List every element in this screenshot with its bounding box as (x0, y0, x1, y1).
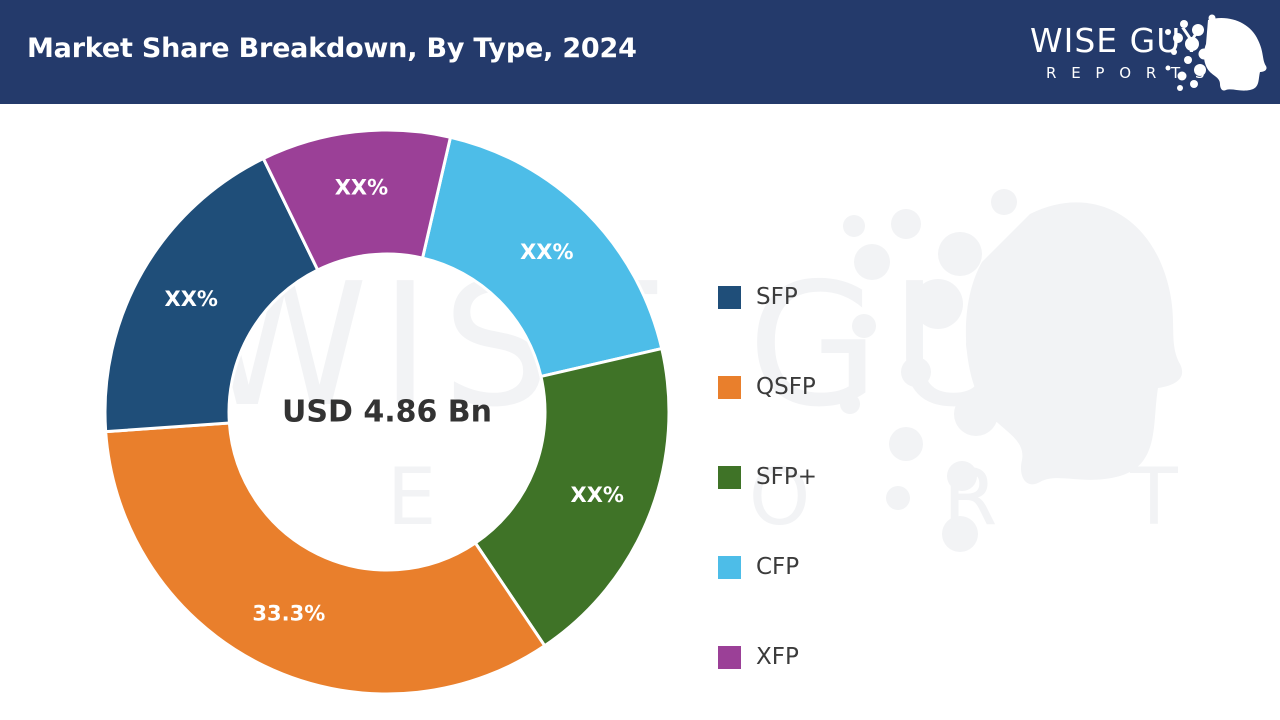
head-dots-icon (1165, 14, 1267, 91)
legend-label: CFP (756, 553, 800, 580)
donut-center-label: USD 4.86 Bn (282, 395, 492, 430)
slice-label-cfp: XX% (520, 240, 573, 264)
donut-slice-qsfp[interactable] (104, 421, 547, 696)
legend-swatch-icon (718, 465, 741, 489)
page-title: Market Share Breakdown, By Type, 2024 (27, 33, 637, 64)
logo-wordmark-group: WISE GUY R E P O R T S (1030, 21, 1209, 82)
chart-legend: SFP QSFP SFP+ CFP XFP (718, 252, 938, 702)
legend-item-qsfp[interactable]: QSFP (718, 342, 938, 432)
legend-label: SFP+ (756, 463, 817, 490)
slice-label-sfpplus: XX% (571, 483, 624, 507)
legend-item-cfp[interactable]: CFP (718, 522, 938, 612)
donut-slice-sfpplus[interactable] (473, 346, 671, 648)
legend-swatch-icon (718, 375, 741, 399)
legend-item-xfp[interactable]: XFP (718, 612, 938, 702)
brand-logo: WISE GUY R E P O R T S (1022, 8, 1272, 96)
legend-item-sfpplus[interactable]: SFP+ (718, 432, 938, 522)
donut-slice-sfp[interactable] (103, 156, 320, 434)
legend-label: XFP (756, 643, 799, 670)
donut-slice-labels: XX% XX% 33.3% XX% XX% (165, 175, 624, 625)
chart-canvas: WISE GUY R E P O R T S (0, 104, 1280, 720)
logo-wordmark-line2: R E P O R T S (1046, 64, 1209, 82)
legend-swatch-icon (718, 555, 741, 579)
slice-label-qsfp: 33.3% (252, 601, 325, 625)
legend-label: SFP (756, 283, 798, 310)
slice-label-sfp: XX% (165, 287, 218, 311)
donut-slices (103, 128, 671, 696)
slice-label-xfp: XX% (335, 175, 388, 199)
legend-swatch-icon (718, 645, 741, 669)
legend-swatch-icon (718, 285, 741, 309)
donut-chart: XX% XX% 33.3% XX% XX% USD 4.86 Bn (100, 120, 674, 696)
legend-label: QSFP (756, 373, 816, 400)
header-bar: Market Share Breakdown, By Type, 2024 WI… (0, 0, 1280, 104)
legend-item-sfp[interactable]: SFP (718, 252, 938, 342)
donut-slice-xfp[interactable] (261, 128, 453, 272)
donut-slice-cfp[interactable] (420, 135, 664, 379)
